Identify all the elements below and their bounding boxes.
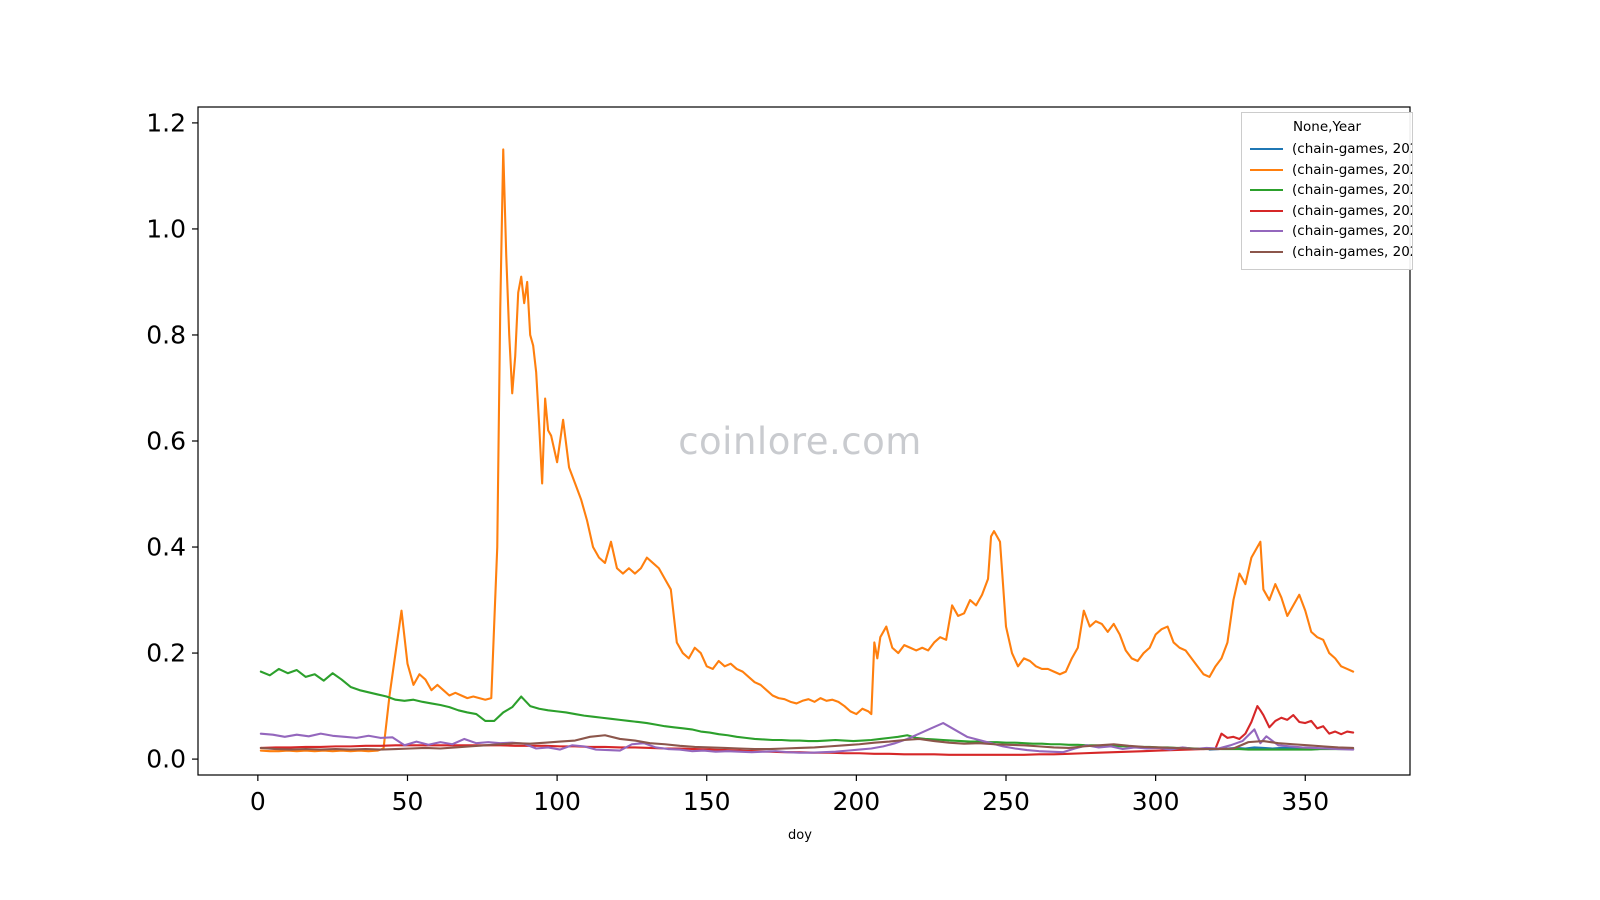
x-tick-label: 200 <box>832 787 881 816</box>
legend-swatch-2021 <box>1250 168 1283 171</box>
legend-item-2024[interactable]: (chain-games, 2024) <box>1242 221 1412 242</box>
x-tick-label: 0 <box>249 787 266 816</box>
legend-label-2021: (chain-games, 2021) <box>1292 161 1412 178</box>
legend-item-2025[interactable]: (chain-games, 2025) <box>1242 242 1412 263</box>
series-line <box>259 667 1355 751</box>
x-tick-label: 300 <box>1131 787 1180 816</box>
legend-item-2020[interactable]: (chain-games, 2020) <box>1242 139 1412 160</box>
y-tick-label: 0.2 <box>146 638 186 668</box>
x-tick-label: 100 <box>533 787 581 816</box>
legend-item-2023[interactable]: (chain-games, 2023) <box>1242 201 1412 222</box>
watermark-coinlore: coinlore.com <box>678 420 922 463</box>
legend-label-2024: (chain-games, 2024) <box>1292 223 1412 240</box>
x-tick-label: 50 <box>391 787 424 816</box>
series-line <box>259 148 1355 753</box>
y-tick-label: 0.6 <box>146 426 186 456</box>
series-line <box>259 734 1355 751</box>
legend-label-2025: (chain-games, 2025) <box>1292 243 1412 260</box>
legend-swatch-2022 <box>1250 189 1283 192</box>
x-tick-label: 150 <box>682 787 731 816</box>
legend-label-2022: (chain-games, 2022) <box>1292 182 1412 199</box>
y-tick-label: 1.2 <box>146 108 186 138</box>
y-tick-label: 0.4 <box>146 532 186 562</box>
x-tick-label: 250 <box>982 787 1030 816</box>
x-axis-label: doy <box>788 828 812 843</box>
legend-swatch-2025 <box>1250 250 1283 253</box>
legend-title: None,Year <box>1292 119 1362 135</box>
legend-label-2023: (chain-games, 2023) <box>1292 202 1412 219</box>
y-tick-label: 0.0 <box>146 744 186 774</box>
legend-swatch-2023 <box>1250 209 1283 212</box>
legend-item-2021[interactable]: (chain-games, 2021) <box>1242 160 1412 181</box>
legend-label-2020: (chain-games, 2020) <box>1292 141 1412 158</box>
legend-swatch-2024 <box>1250 230 1283 233</box>
x-tick-label: 350 <box>1281 787 1330 816</box>
plot-frame <box>197 106 1411 776</box>
legend-swatch-2020 <box>1250 148 1283 151</box>
legend-item-2022[interactable]: (chain-games, 2022) <box>1242 180 1412 201</box>
chart-legend: None,Year (chain-games, 2020) (chain-gam… <box>1241 112 1413 270</box>
y-tick-label: 0.8 <box>146 320 186 350</box>
y-tick-label: 1.0 <box>146 214 186 244</box>
